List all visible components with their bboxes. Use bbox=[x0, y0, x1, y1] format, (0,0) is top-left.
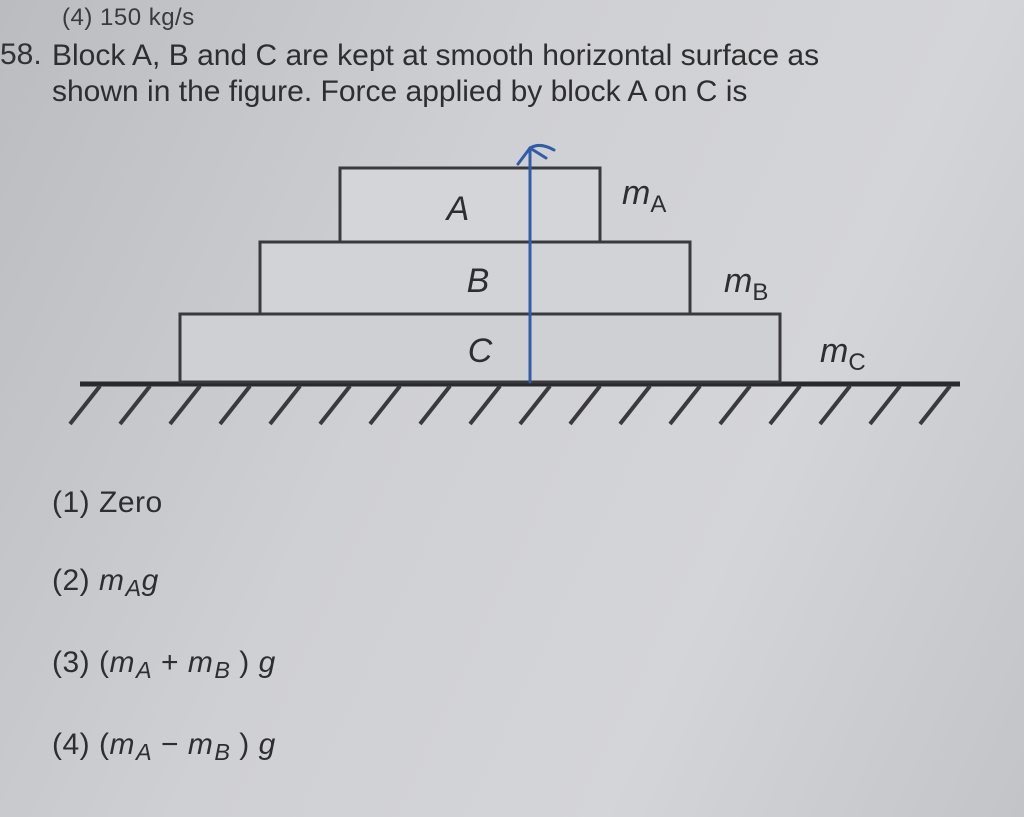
block-a-label: A bbox=[445, 190, 470, 228]
block-c-mass: mC bbox=[820, 332, 866, 376]
question-line-2: shown in the figure. Force applied by bl… bbox=[52, 75, 747, 108]
option-3-g: g bbox=[259, 646, 276, 679]
option-4-minus: − bbox=[152, 728, 188, 761]
block-c-label: C bbox=[468, 332, 493, 370]
options-list: (1) Zero (2) mAg (3) (mA + mB ) g (4) (m… bbox=[52, 486, 276, 810]
question-text: Block A, B and C are kept at smooth hori… bbox=[52, 38, 952, 110]
question-line-1: Block A, B and C are kept at smooth hori… bbox=[52, 39, 819, 72]
block-a-mass: mA bbox=[622, 174, 666, 218]
option-3-prefix: (3) ( bbox=[52, 646, 110, 679]
option-2: (2) mAg bbox=[52, 564, 276, 602]
option-2-mA-sub: A bbox=[125, 575, 142, 601]
option-4: (4) (mA − mB ) g bbox=[52, 728, 276, 766]
option-4-g: g bbox=[259, 728, 276, 761]
option-2-g: g bbox=[142, 564, 159, 597]
figure-svg: C mC B mB A mA bbox=[60, 124, 980, 454]
previous-question-fragment: (4) 150 kg/s bbox=[62, 4, 195, 32]
option-1: (1) Zero bbox=[52, 486, 276, 520]
option-2-mA: m bbox=[99, 564, 125, 597]
option-4-mA: m bbox=[110, 728, 136, 761]
option-3-plus: + bbox=[152, 646, 188, 679]
block-b-label: B bbox=[467, 262, 490, 300]
option-4-mB: m bbox=[188, 728, 214, 761]
ground-hatching bbox=[70, 386, 950, 424]
option-3: (3) (mA + mB ) g bbox=[52, 646, 276, 684]
option-4-close: ) bbox=[230, 728, 258, 761]
stacked-blocks-figure: C mC B mB A mA bbox=[60, 124, 980, 454]
block-b-mass: mB bbox=[724, 262, 768, 306]
page: (4) 150 kg/s 58. Block A, B and C are ke… bbox=[0, 0, 1024, 817]
option-3-close: ) bbox=[230, 646, 258, 679]
option-3-mB: m bbox=[188, 646, 214, 679]
option-4-prefix: (4) ( bbox=[52, 728, 110, 761]
option-3-mA-sub: A bbox=[135, 657, 152, 683]
option-3-mA: m bbox=[110, 646, 136, 679]
option-2-prefix: (2) bbox=[52, 564, 99, 597]
question-number: 58. bbox=[0, 38, 42, 72]
option-3-mB-sub: B bbox=[213, 657, 230, 683]
option-4-mB-sub: B bbox=[213, 739, 230, 765]
option-4-mA-sub: A bbox=[135, 739, 152, 765]
block-a-rect bbox=[340, 168, 600, 242]
